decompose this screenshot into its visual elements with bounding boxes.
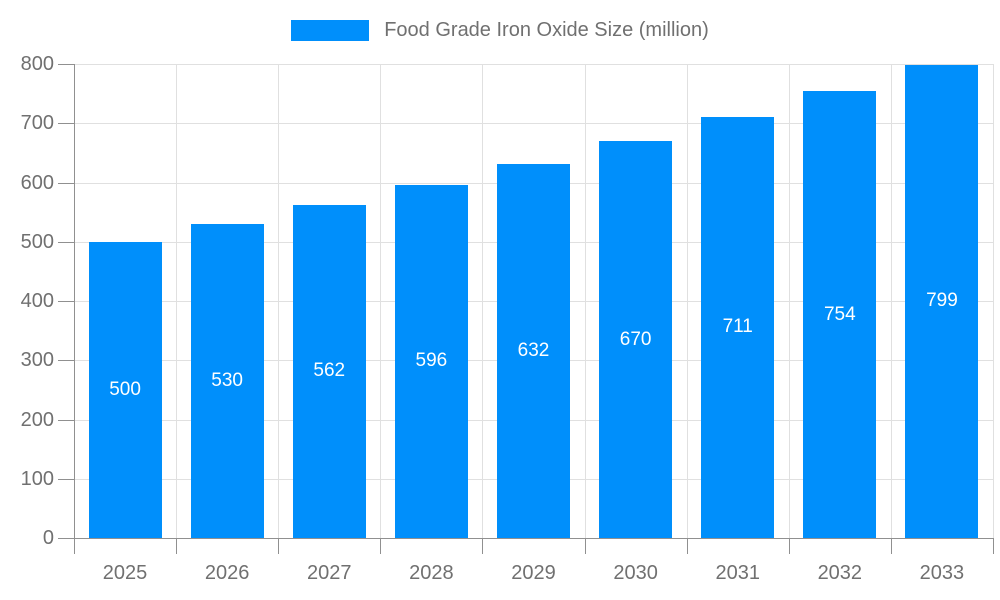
x-axis-tick-label: 2028: [409, 562, 454, 584]
x-axis-tick: [482, 538, 484, 554]
legend-swatch-icon: [291, 20, 370, 41]
y-axis-tick-label: 600: [20, 171, 54, 194]
x-axis-tick-label: 2031: [715, 562, 760, 584]
bar-2032: 754: [803, 91, 877, 538]
bar-2026: 530: [190, 223, 264, 538]
legend-label: Food Grade Iron Oxide Size (million): [384, 19, 709, 41]
gridline-vertical: [584, 64, 586, 538]
y-axis-tick-label: 200: [20, 408, 54, 431]
chart-legend[interactable]: Food Grade Iron Oxide Size (million): [0, 19, 1000, 42]
x-axis-tick: [176, 538, 178, 554]
y-axis-tick-label: 500: [20, 230, 54, 253]
y-axis-tick: [58, 64, 74, 65]
y-axis-tick: [58, 478, 74, 480]
x-axis-tick: [890, 538, 892, 554]
x-axis-tick-label: 2025: [102, 562, 148, 584]
gridline-vertical: [380, 64, 382, 538]
bar-value-label: 596: [415, 350, 448, 372]
y-axis-tick: [58, 419, 74, 421]
x-axis-line: [74, 538, 993, 539]
bar-value-label: 711: [722, 316, 753, 338]
bar-value-label: 500: [109, 378, 141, 400]
x-axis-tick: [788, 538, 790, 554]
bar-value-label: 754: [823, 303, 856, 325]
x-axis-tick-label: 2026: [204, 562, 250, 584]
y-axis-tick: [58, 301, 74, 302]
y-axis-tick-label: 700: [20, 112, 54, 135]
y-axis-tick-label: 300: [20, 349, 54, 372]
y-axis-tick-label: 800: [20, 53, 54, 75]
bar-value-label: 670: [619, 328, 652, 350]
x-axis-tick: [584, 538, 586, 554]
x-axis-tick-label: 2033: [919, 562, 965, 584]
bar-2029: 632: [497, 163, 570, 538]
y-axis-tick-label: 0: [42, 527, 54, 549]
bar-2025: 500: [88, 241, 162, 538]
bar-2028: 596: [394, 184, 468, 538]
bar-value-label: 530: [211, 369, 243, 391]
x-axis-tick-label: 2032: [817, 562, 863, 584]
gridline-vertical: [890, 64, 892, 538]
bar-value-label: 562: [313, 360, 346, 382]
gridline-vertical: [482, 64, 484, 538]
gridline-horizontal: [74, 64, 993, 65]
y-axis-tick: [58, 360, 74, 362]
gridline-vertical: [788, 64, 790, 538]
bar-2033: 799: [905, 64, 979, 538]
bar-2027: 562: [292, 205, 366, 538]
y-axis-tick-label: 100: [20, 467, 54, 490]
gridline-vertical: [176, 64, 178, 538]
y-axis-tick: [58, 123, 74, 125]
x-axis-tick: [686, 538, 688, 554]
y-axis-tick: [58, 241, 74, 243]
y-axis-tick-label: 400: [20, 290, 54, 312]
bar-2030: 670: [599, 141, 673, 538]
y-axis-tick: [58, 538, 74, 539]
y-axis-line: [74, 64, 75, 554]
x-axis-tick: [380, 538, 382, 554]
x-axis-tick: [993, 538, 994, 554]
bar-value-label: 799: [926, 290, 958, 312]
x-axis-tick-label: 2027: [307, 562, 352, 584]
gridline-vertical: [686, 64, 688, 538]
bar-2031: 711: [701, 116, 775, 538]
bar-value-label: 632: [517, 339, 550, 361]
x-axis-tick: [278, 538, 280, 554]
gridline-horizontal: [74, 123, 993, 125]
x-axis-tick-label: 2029: [511, 562, 556, 584]
gridline-vertical: [278, 64, 280, 538]
y-axis-tick: [58, 182, 74, 184]
gridline-vertical: [993, 64, 994, 538]
x-axis-tick-label: 2030: [613, 562, 658, 584]
